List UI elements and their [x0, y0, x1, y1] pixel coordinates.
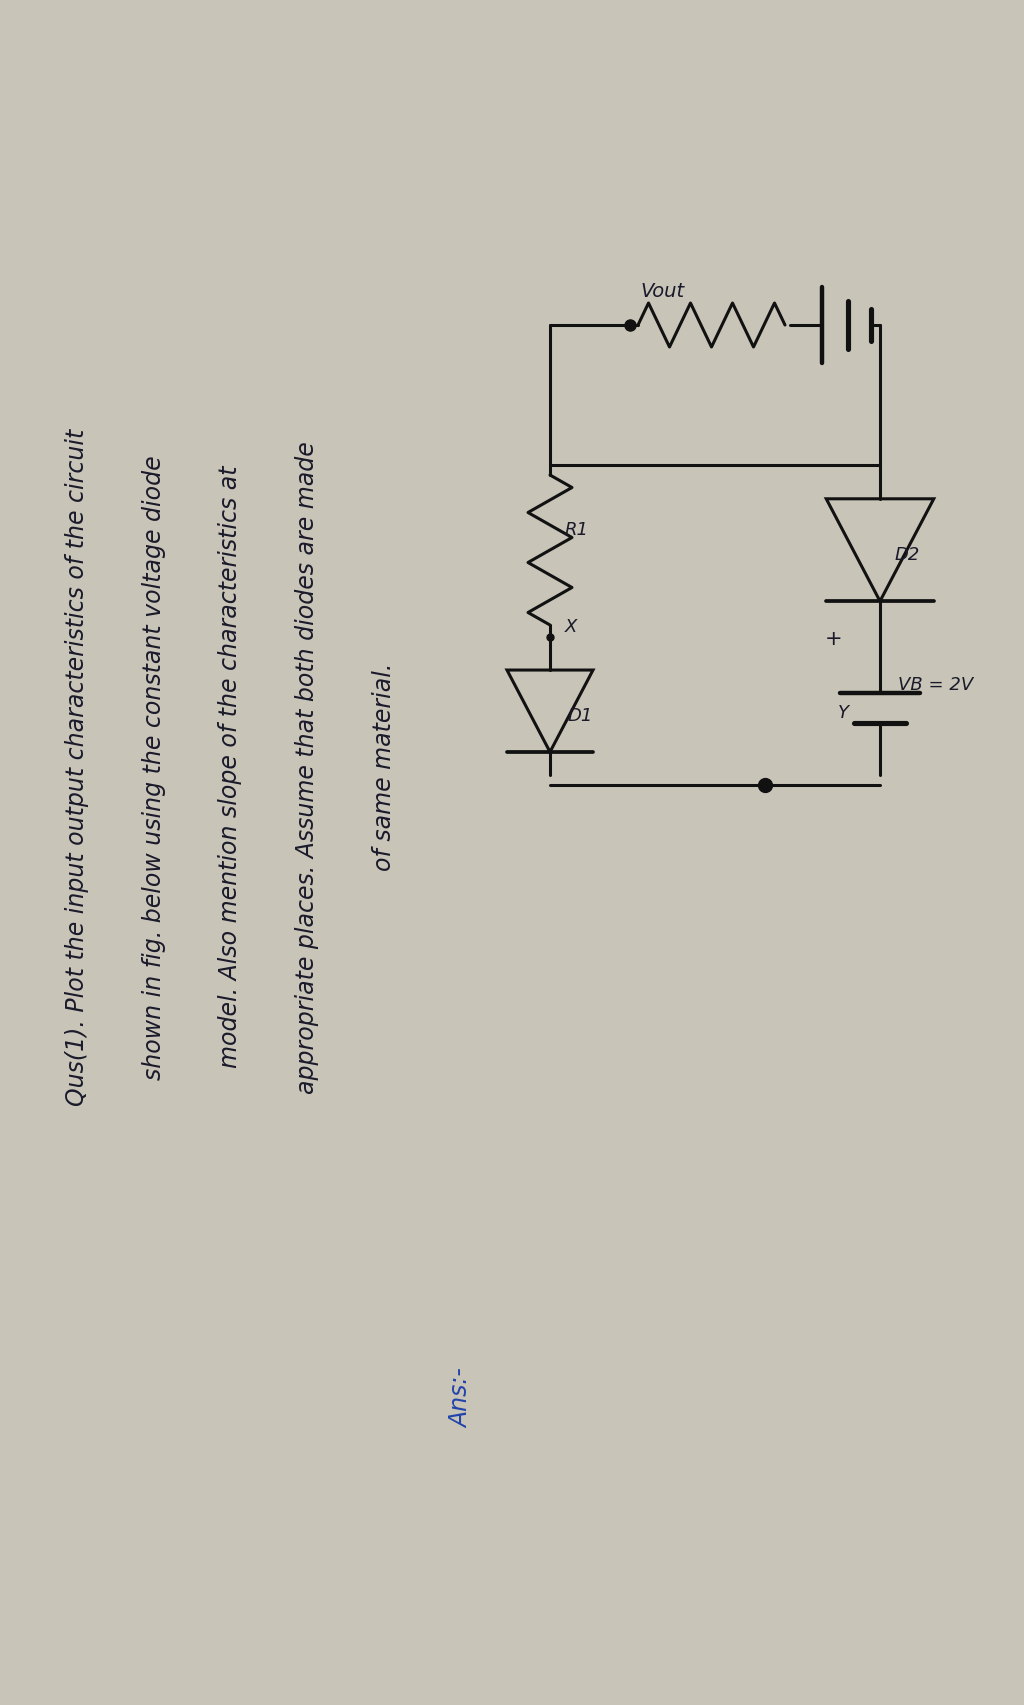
Text: Ans:-: Ans:-	[449, 1367, 473, 1429]
Text: model. Also mention slope of the characteristics at: model. Also mention slope of the charact…	[218, 465, 243, 1069]
Text: of same material.: of same material.	[372, 663, 396, 871]
Text: X: X	[565, 617, 578, 636]
Text: R1: R1	[565, 522, 589, 539]
Text: Vout: Vout	[640, 281, 684, 302]
Text: Y: Y	[838, 704, 849, 721]
Text: Qus(1). Plot the input output characteristics of the circuit: Qus(1). Plot the input output characteri…	[65, 428, 89, 1107]
Text: shown in fig. below using the constant voltage diode: shown in fig. below using the constant v…	[141, 455, 166, 1079]
Text: D2: D2	[895, 546, 921, 564]
Text: VB = 2V: VB = 2V	[898, 675, 973, 694]
Text: D1: D1	[568, 708, 593, 725]
Text: +: +	[825, 629, 843, 650]
Text: appropriate places. Assume that both diodes are made: appropriate places. Assume that both dio…	[295, 442, 319, 1093]
